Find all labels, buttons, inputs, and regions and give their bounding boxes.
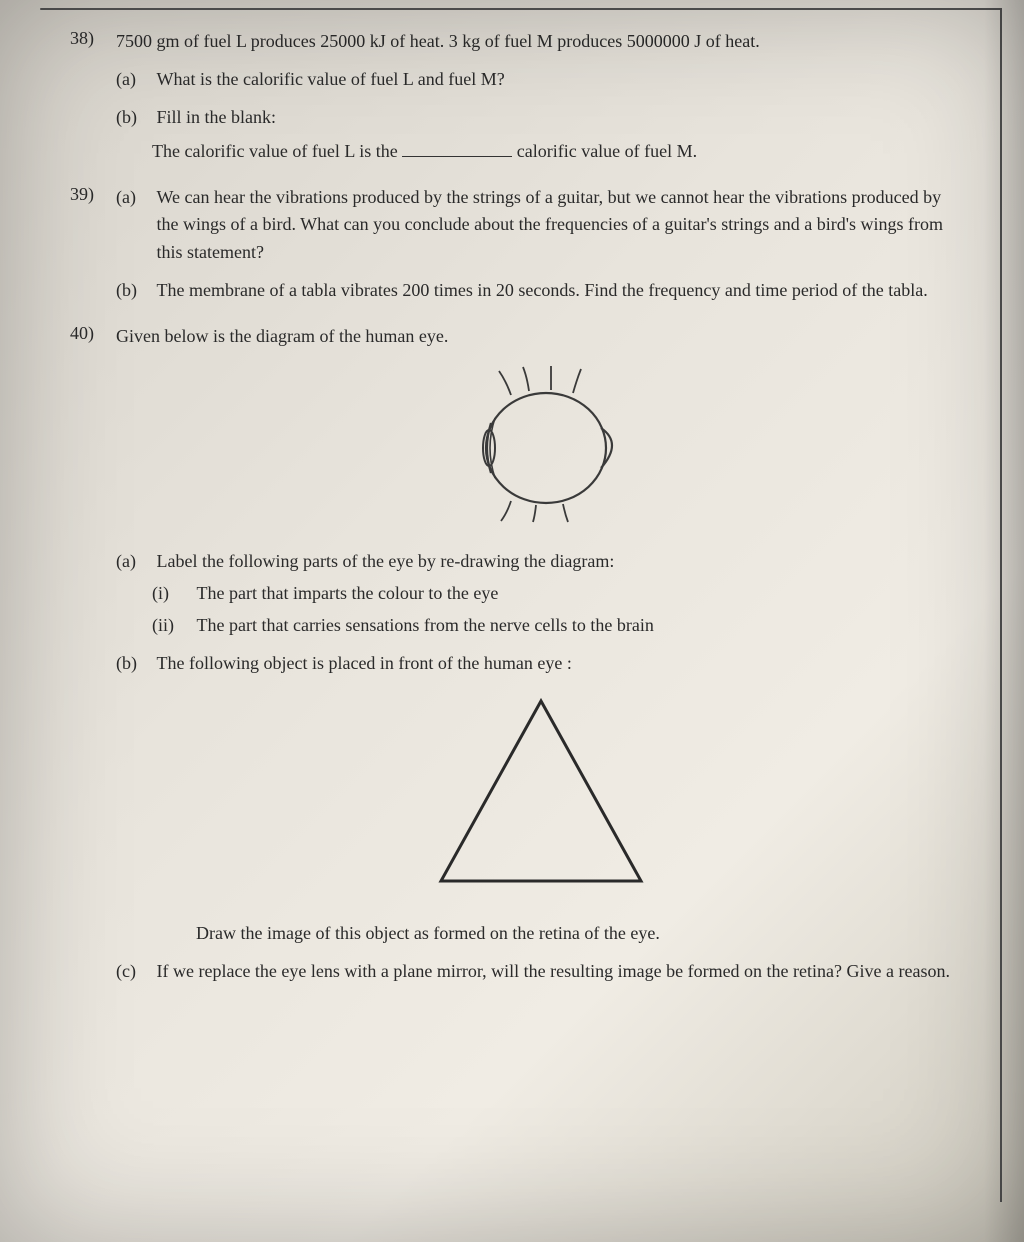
question-38: 38) 7500 gm of fuel L produces 25000 kJ … <box>70 28 974 166</box>
eye-svg <box>451 363 631 523</box>
q40-a-text: Label the following parts of the eye by … <box>157 548 957 576</box>
q40-b-text: The following object is placed in front … <box>157 650 957 678</box>
eye-diagram <box>116 363 966 532</box>
q38-part-a: (a) What is the calorific value of fuel … <box>116 66 966 94</box>
q39-part-b: (b) The membrane of a tabla vibrates 200… <box>116 277 966 305</box>
q38-part-b: (b) Fill in the blank: <box>116 104 966 132</box>
q38-stem: 7500 gm of fuel L produces 25000 kJ of h… <box>116 31 760 51</box>
fill-in-blank <box>402 142 512 157</box>
q39-body: (a) We can hear the vibrations produced … <box>116 184 966 306</box>
q39-b-text: The membrane of a tabla vibrates 200 tim… <box>157 277 957 305</box>
q39-part-a: (a) We can hear the vibrations produced … <box>116 184 966 268</box>
q40-a-i-label: (i) <box>152 580 192 608</box>
q39-a-label: (a) <box>116 184 152 212</box>
q40-number: 40) <box>70 323 112 344</box>
q38-b-post: calorific value of fuel M. <box>512 141 697 161</box>
q40-c-label: (c) <box>116 958 152 986</box>
q40-body: Given below is the diagram of the human … <box>116 323 966 986</box>
q38-a-label: (a) <box>116 66 152 94</box>
page-right-rule <box>1000 8 1002 1202</box>
exam-page: 38) 7500 gm of fuel L produces 25000 kJ … <box>0 0 1024 1032</box>
q40-part-b: (b) The following object is placed in fr… <box>116 650 966 678</box>
q38-a-text: What is the calorific value of fuel L an… <box>157 66 957 94</box>
q38-b-blank-line: The calorific value of fuel L is the cal… <box>152 138 966 166</box>
q40-a-label: (a) <box>116 548 152 576</box>
q40-a-ii-label: (ii) <box>152 612 192 640</box>
q39-b-label: (b) <box>116 277 152 305</box>
q40-b-draw: Draw the image of this object as formed … <box>196 920 966 948</box>
q40-a-i-text: The part that imparts the colour to the … <box>197 580 937 608</box>
q38-b-pre: The calorific value of fuel L is the <box>152 141 402 161</box>
q40-part-a: (a) Label the following parts of the eye… <box>116 548 966 576</box>
q38-body: 7500 gm of fuel L produces 25000 kJ of h… <box>116 28 966 166</box>
q40-a-ii: (ii) The part that carries sensations fr… <box>152 612 966 640</box>
q40-c-text: If we replace the eye lens with a plane … <box>157 958 957 986</box>
q40-a-i: (i) The part that imparts the colour to … <box>152 580 966 608</box>
page-top-rule <box>40 8 1002 10</box>
q40-stem: Given below is the diagram of the human … <box>116 326 448 346</box>
triangle-svg <box>421 691 661 891</box>
q38-b-label: (b) <box>116 104 152 132</box>
q40-b-label: (b) <box>116 650 152 678</box>
q40-a-ii-text: The part that carries sensations from th… <box>197 612 937 640</box>
triangle-diagram <box>116 691 966 900</box>
question-39: 39) (a) We can hear the vibrations produ… <box>70 184 974 306</box>
q39-number: 39) <box>70 184 112 205</box>
q40-part-c: (c) If we replace the eye lens with a pl… <box>116 958 966 986</box>
q38-number: 38) <box>70 28 112 49</box>
q39-a-text: We can hear the vibrations produced by t… <box>157 184 957 268</box>
q38-b-text: Fill in the blank: <box>157 104 957 132</box>
question-40: 40) Given below is the diagram of the hu… <box>70 323 974 986</box>
